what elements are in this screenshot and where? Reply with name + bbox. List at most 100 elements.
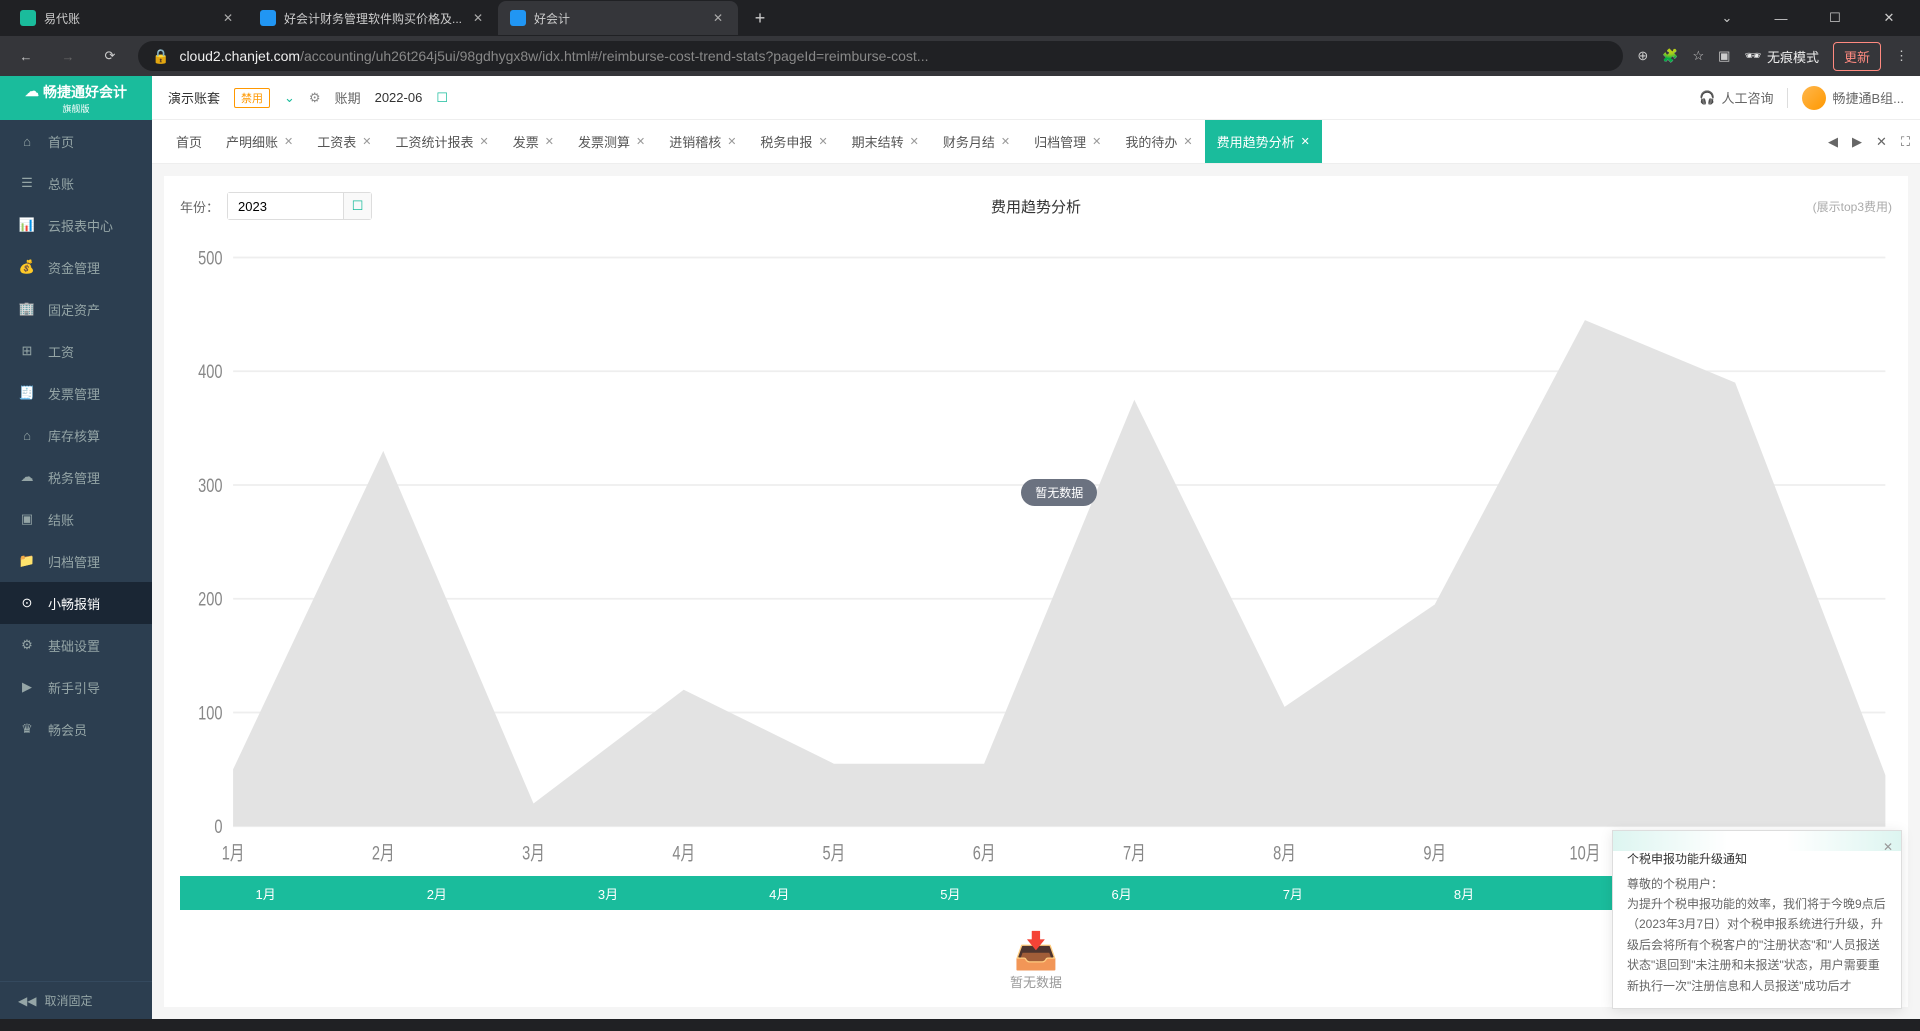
app-logo[interactable]: ☁畅捷通好会计 旗舰版	[0, 76, 152, 120]
page-tab[interactable]: 财务月结✕	[931, 120, 1022, 163]
month-cell[interactable]: 7月	[1207, 876, 1378, 910]
close-icon[interactable]: ✕	[710, 10, 726, 26]
window-maximize-icon[interactable]: ☐	[1812, 2, 1858, 34]
year-picker[interactable]: ☐	[227, 192, 372, 220]
browser-tab[interactable]: 好会计✕	[498, 1, 738, 35]
nav-back-icon[interactable]: ←	[12, 42, 40, 70]
close-icon[interactable]: ✕	[910, 135, 919, 148]
month-cell[interactable]: 5月	[865, 876, 1036, 910]
sidebar-item-guide[interactable]: ▶新手引导	[0, 666, 152, 708]
page-tab[interactable]: 进销稽核 ✕	[657, 120, 748, 163]
sidebar-item-invoice[interactable]: 🧾发票管理	[0, 372, 152, 414]
close-icon[interactable]: ✕	[818, 135, 827, 148]
month-cell[interactable]: 4月	[694, 876, 865, 910]
page-tab-label: 税务申报	[760, 132, 812, 151]
close-icon[interactable]: ✕	[727, 135, 736, 148]
sidebar-item-salary[interactable]: ⊞工资	[0, 330, 152, 372]
period-value[interactable]: 2022-06	[375, 90, 423, 105]
gear-icon[interactable]: ⚙	[309, 90, 321, 106]
close-icon[interactable]: ✕	[1092, 135, 1101, 148]
close-icon[interactable]: ✕	[480, 135, 489, 148]
new-tab-button[interactable]: +	[746, 4, 774, 32]
close-icon[interactable]: ✕	[470, 10, 486, 26]
extension-icon[interactable]: 🧩	[1662, 48, 1678, 64]
page-tab-label: 发票	[513, 132, 539, 151]
sidebar-item-inventory[interactable]: ⌂库存核算	[0, 414, 152, 456]
account-name[interactable]: 演示账套	[168, 88, 220, 107]
tab-title: 易代账	[44, 10, 212, 27]
page-tab[interactable]: 产明细账✕	[214, 120, 305, 163]
user-menu[interactable]: 畅捷通B组...	[1802, 86, 1904, 110]
sidebar-unpin-button[interactable]: ◀◀ 取消固定	[0, 981, 152, 1019]
page-tab-label: 费用趋势分析	[1217, 132, 1295, 151]
page-tab[interactable]: 工资表✕	[305, 120, 383, 163]
browser-update-button[interactable]: 更新	[1833, 42, 1881, 71]
sidebar-item-tax[interactable]: ☁税务管理	[0, 456, 152, 498]
close-icon[interactable]: ✕	[636, 135, 645, 148]
sidebar-item-home[interactable]: ⌂首页	[0, 120, 152, 162]
month-cell[interactable]: 6月	[1036, 876, 1207, 910]
chevron-down-icon[interactable]: ⌄	[284, 90, 295, 106]
sidebar-item-fund[interactable]: 💰资金管理	[0, 246, 152, 288]
bookmark-icon[interactable]: ☆	[1693, 48, 1705, 64]
nav-reload-icon[interactable]: ⟳	[96, 42, 124, 70]
year-input[interactable]	[228, 193, 343, 219]
url-input[interactable]: 🔒 cloud2.chanjet.com/accounting/uh26t264…	[138, 41, 1623, 71]
page-tab-label: 进销稽核	[669, 132, 721, 151]
save-icon[interactable]: ▣	[1718, 48, 1730, 64]
month-cell[interactable]: 8月	[1378, 876, 1549, 910]
browser-menu-icon[interactable]: ⋮	[1895, 48, 1908, 64]
fullscreen-icon[interactable]: ⛶	[1901, 134, 1910, 150]
close-icon[interactable]: ✕	[362, 135, 371, 148]
sidebar-item-ledger[interactable]: ☰总账	[0, 162, 152, 204]
page-tab[interactable]: 首页	[164, 120, 214, 163]
page-tab[interactable]: 税务申报 ✕	[748, 120, 839, 163]
sidebar-item-reimburse[interactable]: ⊙小畅报销	[0, 582, 152, 624]
zoom-icon[interactable]: ⊕	[1637, 48, 1648, 64]
sidebar-item-cloud-report[interactable]: 📊云报表中心	[0, 204, 152, 246]
close-icon[interactable]: ✕	[1883, 837, 1893, 857]
sidebar-item-label: 畅会员	[48, 720, 87, 739]
sidebar-item-basic[interactable]: ⚙基础设置	[0, 624, 152, 666]
calendar-icon[interactable]: ☐	[343, 193, 371, 219]
fixed-asset-icon: 🏢	[18, 300, 36, 318]
tax-icon: ☁	[18, 468, 36, 486]
notification-popup: ✕ 个税申报功能升级通知 尊敬的个税用户： 为提升个税申报功能的效率，我们将于今…	[1612, 830, 1902, 1009]
tab-scroll-left-icon[interactable]: ◀	[1828, 134, 1838, 150]
close-icon[interactable]: ✕	[545, 135, 554, 148]
page-tab[interactable]: 工资统计报表✕	[383, 120, 500, 163]
page-tab[interactable]: 发票 ✕	[501, 120, 566, 163]
unpin-icon: ◀◀	[18, 994, 36, 1008]
sidebar-item-archive[interactable]: 📁归档管理	[0, 540, 152, 582]
close-icon[interactable]: ✕	[1301, 135, 1310, 148]
nav-forward-icon[interactable]: →	[54, 42, 82, 70]
calendar-icon[interactable]: ☐	[436, 90, 448, 106]
support-link[interactable]: 🎧 人工咨询	[1699, 88, 1773, 107]
window-menu-icon[interactable]: ⌄	[1704, 2, 1750, 34]
close-icon[interactable]: ✕	[220, 10, 236, 26]
svg-text:100: 100	[198, 703, 222, 724]
tab-close-all-icon[interactable]: ✕	[1876, 134, 1887, 150]
svg-text:7月: 7月	[1123, 843, 1146, 864]
close-icon[interactable]: ✕	[284, 135, 293, 148]
close-icon[interactable]: ✕	[1001, 135, 1010, 148]
tab-scroll-right-icon[interactable]: ▶	[1852, 134, 1862, 150]
year-label: 年份：	[180, 197, 219, 216]
page-tab[interactable]: 发票测算✕	[566, 120, 657, 163]
window-minimize-icon[interactable]: —	[1758, 2, 1804, 34]
close-icon[interactable]: ✕	[1183, 135, 1192, 148]
browser-tab[interactable]: 易代账 ✕	[8, 1, 248, 35]
page-tab[interactable]: 期末结转✕	[840, 120, 931, 163]
month-cell[interactable]: 3月	[522, 876, 693, 910]
sidebar-item-closing[interactable]: ▣结账	[0, 498, 152, 540]
window-close-icon[interactable]: ✕	[1866, 2, 1912, 34]
page-tab[interactable]: 费用趋势分析 ✕	[1205, 120, 1322, 163]
sidebar-item-vip[interactable]: ♛畅会员	[0, 708, 152, 750]
month-cell[interactable]: 2月	[351, 876, 522, 910]
month-cell[interactable]: 1月	[180, 876, 351, 910]
page-tab[interactable]: 归档管理✕	[1022, 120, 1113, 163]
inventory-icon: ⌂	[18, 426, 36, 444]
page-tab[interactable]: 我的待办✕	[1113, 120, 1204, 163]
browser-tab[interactable]: 好会计财务管理软件购买价格及...✕	[248, 1, 498, 35]
sidebar-item-fixed-asset[interactable]: 🏢固定资产	[0, 288, 152, 330]
